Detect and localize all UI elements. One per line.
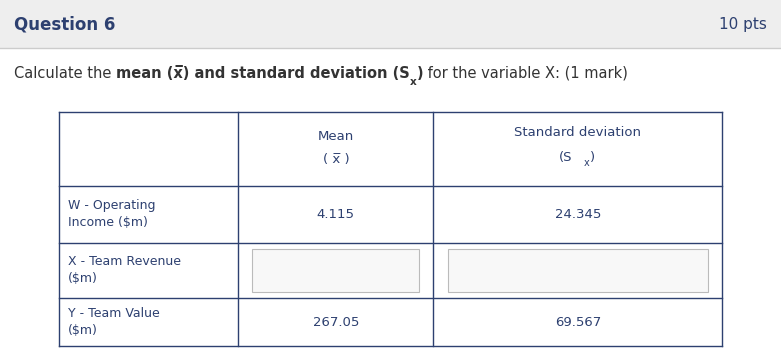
Text: mean (x̅) and standard deviation (S: mean (x̅) and standard deviation (S <box>116 66 410 81</box>
Text: 267.05: 267.05 <box>312 316 359 329</box>
Text: Y - Team Value
($m): Y - Team Value ($m) <box>68 307 159 337</box>
Text: x: x <box>410 77 416 87</box>
Text: Standard deviation: Standard deviation <box>515 126 641 140</box>
Text: (S: (S <box>558 151 572 165</box>
Text: 69.567: 69.567 <box>555 316 601 329</box>
Text: X - Team Revenue
($m): X - Team Revenue ($m) <box>68 255 181 286</box>
Text: for the variable X: (1 mark): for the variable X: (1 mark) <box>423 66 628 81</box>
Text: 4.115: 4.115 <box>317 208 355 221</box>
Text: ): ) <box>590 151 596 165</box>
Bar <box>0 0 781 48</box>
Text: x: x <box>583 158 589 169</box>
Bar <box>448 249 708 292</box>
Bar <box>252 249 419 292</box>
Text: ): ) <box>416 66 423 81</box>
Text: 24.345: 24.345 <box>555 208 601 221</box>
Text: W - Operating
Income ($m): W - Operating Income ($m) <box>68 199 155 229</box>
Text: 10 pts: 10 pts <box>719 17 767 32</box>
Text: Question 6: Question 6 <box>14 15 116 33</box>
Text: Mean: Mean <box>318 130 354 143</box>
Bar <box>59 112 722 346</box>
Text: ( x̅ ): ( x̅ ) <box>323 153 349 166</box>
Text: Calculate the: Calculate the <box>14 66 116 81</box>
